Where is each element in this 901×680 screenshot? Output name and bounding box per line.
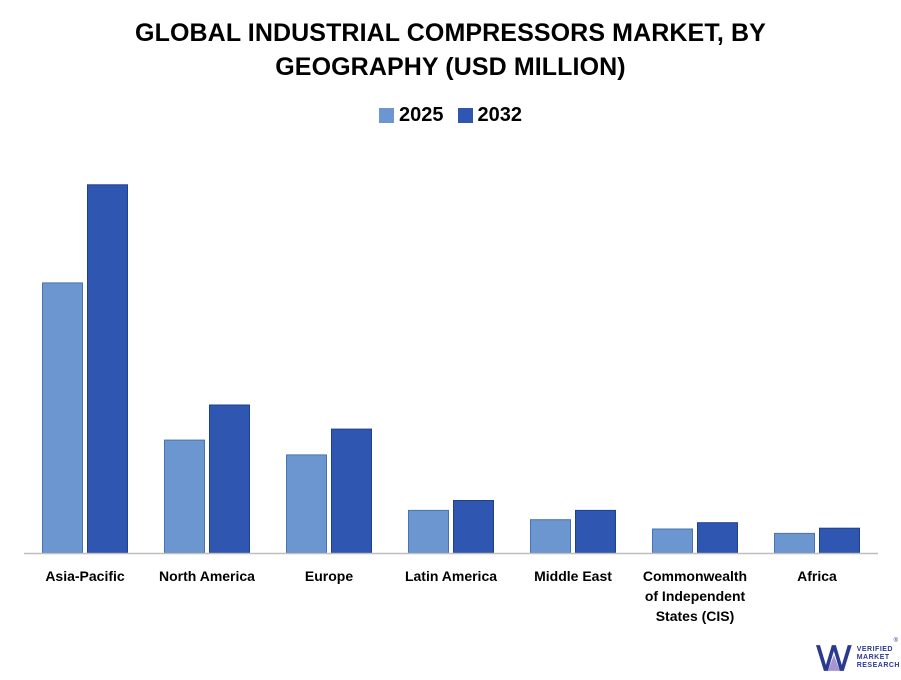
bar-2025-africa bbox=[774, 532, 815, 554]
chart-legend: 2025 2032 bbox=[0, 104, 901, 127]
legend-item-2025: 2025 bbox=[379, 104, 444, 127]
bar-2025-latin-america bbox=[408, 509, 449, 554]
bar-2025-europe bbox=[286, 454, 327, 554]
x-tick-label: Asia-Pacific bbox=[45, 568, 125, 584]
legend-label-2032: 2032 bbox=[477, 104, 523, 126]
x-tick-label: Commonwealth of Independent States (CIS) bbox=[643, 568, 747, 624]
bar-2032-commonwealth-of-independent-states-cis bbox=[697, 522, 738, 554]
bar-2025-north-america bbox=[164, 439, 205, 554]
legend-label-2025: 2025 bbox=[399, 104, 444, 126]
chart-title: GLOBAL INDUSTRIAL COMPRESSORS MARKET, BY… bbox=[0, 16, 901, 84]
vmr-logo: VERIFIED MARKET RESEARCH ® bbox=[814, 638, 900, 678]
logo-line-1: VERIFIED bbox=[856, 646, 893, 653]
bar-2025-commonwealth-of-independent-states-cis bbox=[652, 528, 693, 554]
bar-2032-latin-america bbox=[453, 500, 494, 554]
chart-title-line-1: GLOBAL INDUSTRIAL COMPRESSORS MARKET, BY bbox=[135, 19, 766, 47]
legend-item-2032: 2032 bbox=[457, 104, 523, 127]
x-tick-label: Europe bbox=[305, 568, 353, 584]
bar-2032-north-america bbox=[209, 404, 250, 554]
bar-2032-asia-pacific bbox=[87, 184, 128, 554]
bar-2032-middle-east bbox=[575, 509, 616, 554]
registered-mark: ® bbox=[893, 638, 898, 644]
legend-swatch-2032 bbox=[457, 108, 473, 123]
x-tick-label: Africa bbox=[797, 568, 837, 584]
vmr-logo-icon bbox=[815, 645, 852, 671]
bar-2032-europe bbox=[331, 428, 372, 554]
logo-line-3: RESEARCH bbox=[856, 662, 900, 669]
x-tick-label: Latin America bbox=[405, 568, 497, 584]
x-tick-label: Middle East bbox=[534, 568, 612, 584]
bar-2032-africa bbox=[819, 527, 860, 554]
bar-2025-asia-pacific bbox=[42, 282, 83, 554]
legend-swatch-2025 bbox=[379, 108, 394, 123]
bar-2025-middle-east bbox=[530, 519, 571, 554]
logo-line-2: MARKET bbox=[856, 654, 890, 661]
chart-title-line-2: GEOGRAPHY (USD MILLION) bbox=[275, 53, 626, 81]
vmr-logo-text: VERIFIED MARKET RESEARCH bbox=[857, 646, 900, 670]
x-tick-label: North America bbox=[159, 568, 255, 584]
